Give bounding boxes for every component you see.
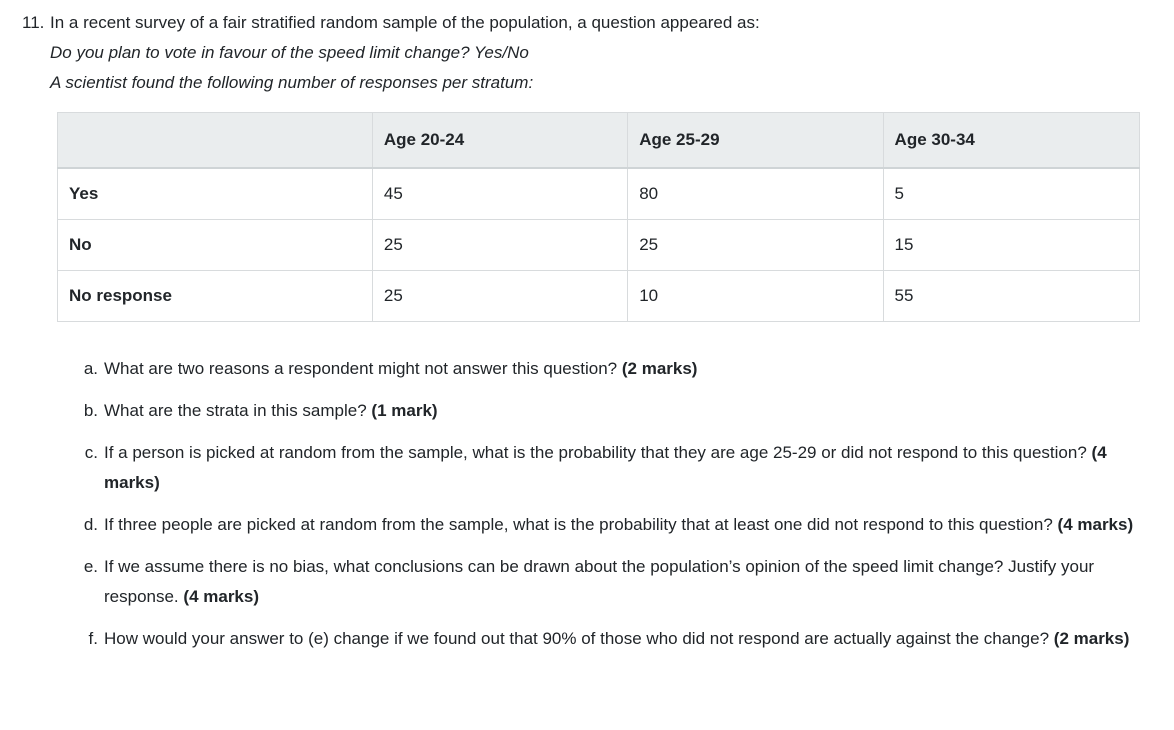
table-row-no: No 25 25 15 (57, 219, 1141, 271)
sub-question-body: What are two reasons a respondent might … (104, 354, 1140, 384)
marks-badge: (4 marks) (183, 587, 260, 606)
sub-question-e: e. If we assume there is no bias, what c… (50, 552, 1140, 612)
scientist-note-line: A scientist found the following number o… (50, 73, 534, 92)
sub-question-body: How would your answer to (e) change if w… (104, 624, 1140, 654)
question-11: 11. In a recent survey of a fair stratif… (22, 8, 1141, 666)
table-cell: 25 (627, 219, 884, 271)
question-intro: In a recent survey of a fair stratified … (50, 13, 760, 32)
question-number: 11. (22, 13, 45, 32)
col-header-age-25-29: Age 25-29 (627, 112, 884, 169)
table-cell: 25 (371, 270, 629, 322)
sub-question-d: d. If three people are picked at random … (50, 510, 1140, 540)
sub-question-body: If we assume there is no bias, what conc… (104, 552, 1140, 612)
table-row-yes: Yes 45 80 5 (57, 167, 1141, 220)
col-header-age-20-24: Age 20-24 (371, 112, 629, 169)
marks-badge: (4 marks) (1057, 515, 1134, 534)
sub-question-text: If we assume there is no bias, what conc… (104, 557, 1095, 606)
item-letter: d. (83, 515, 98, 534)
item-letter: f. (88, 629, 98, 648)
sub-question-text: What are the strata in this sample? (104, 401, 367, 420)
marks-badge: (2 marks) (621, 359, 698, 378)
sub-question-c: c. If a person is picked at random from … (50, 438, 1140, 498)
table-cell: 80 (627, 167, 884, 220)
question-sheet: 11. In a recent survey of a fair stratif… (22, 8, 1141, 666)
item-letter: c. (84, 443, 98, 462)
sub-question-text: How would your answer to (e) change if w… (104, 629, 1050, 648)
table-cell: 15 (882, 219, 1141, 271)
sub-question-body: What are the strata in this sample? (1 m… (104, 396, 1140, 426)
sub-question-body: If three people are picked at random fro… (104, 510, 1140, 540)
col-header-age-30-34: Age 30-34 (882, 112, 1141, 169)
marks-badge: (4 marks) (104, 443, 1107, 492)
responses-table-body: Yes 45 80 5 No 25 25 15 No response 25 (57, 167, 1141, 322)
item-letter: e. (83, 557, 98, 576)
row-label: Yes (57, 167, 373, 220)
header-row: Age 20-24 Age 25-29 Age 30-34 (57, 112, 1141, 169)
table-cell: 25 (371, 219, 629, 271)
table-cell: 55 (882, 270, 1141, 322)
responses-table: Age 20-24 Age 25-29 Age 30-34 Yes 45 80 … (57, 112, 1141, 322)
sub-question-b: b. What are the strata in this sample? (… (50, 396, 1140, 426)
sub-question-text: If three people are picked at random fro… (104, 515, 1053, 534)
responses-table-header: Age 20-24 Age 25-29 Age 30-34 (57, 112, 1141, 169)
sub-questions-list: a. What are two reasons a respondent mig… (50, 354, 1140, 654)
sub-question-text: What are two reasons a respondent might … (104, 359, 618, 378)
survey-question-line: Do you plan to vote in favour of the spe… (50, 43, 529, 62)
question-content: In a recent survey of a fair stratified … (50, 8, 1141, 666)
table-cell: 45 (371, 167, 629, 220)
sub-question-f: f. How would your answer to (e) change i… (50, 624, 1140, 654)
sub-question-body: If a person is picked at random from the… (104, 438, 1140, 498)
row-label: No (57, 219, 373, 271)
row-label: No response (57, 270, 373, 322)
sub-question-a: a. What are two reasons a respondent mig… (50, 354, 1140, 384)
item-letter: a. (83, 359, 98, 378)
table-cell: 10 (627, 270, 884, 322)
col-header-empty (57, 112, 373, 169)
marks-badge: (2 marks) (1053, 629, 1130, 648)
sub-question-text: If a person is picked at random from the… (104, 443, 1087, 462)
item-letter: b. (83, 401, 98, 420)
table-row-no-response: No response 25 10 55 (57, 270, 1141, 322)
marks-badge: (1 mark) (371, 401, 438, 420)
table-cell: 5 (882, 167, 1141, 220)
